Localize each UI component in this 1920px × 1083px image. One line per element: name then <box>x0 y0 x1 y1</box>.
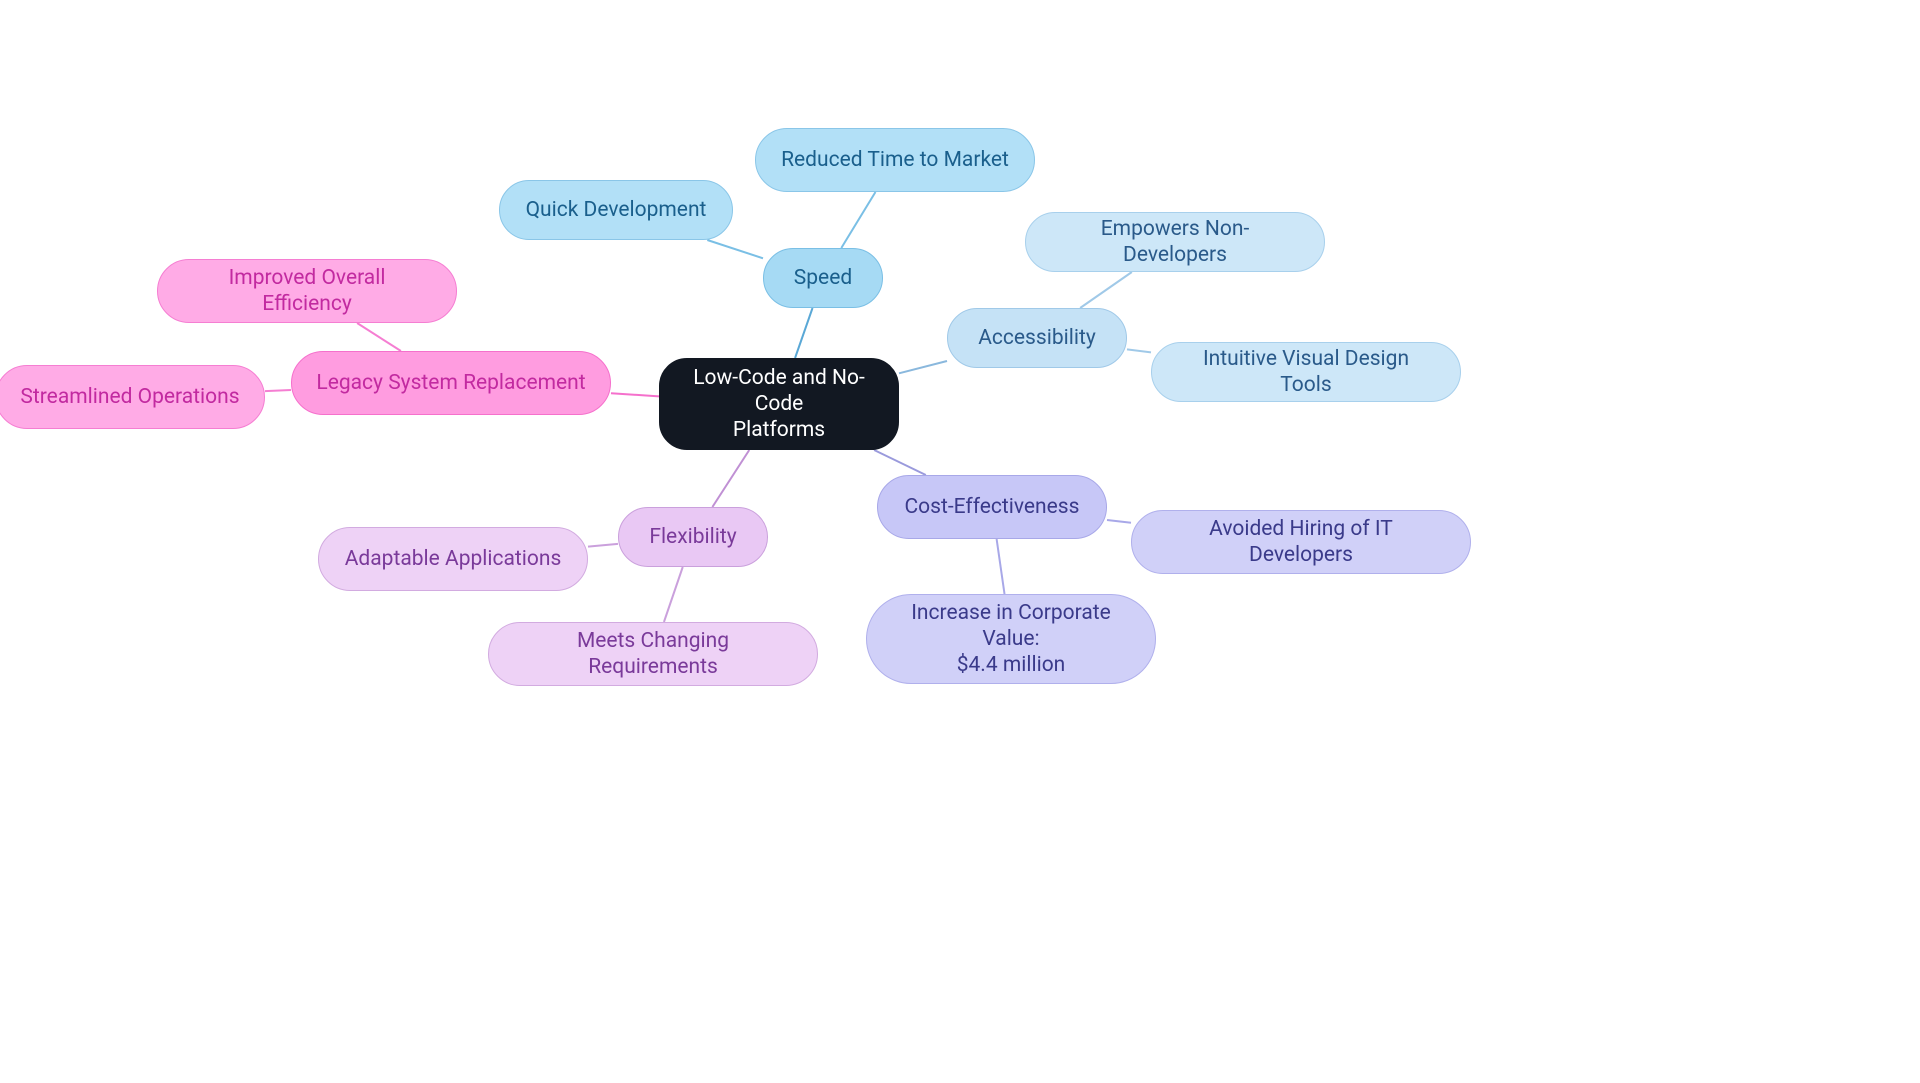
node-label: Flexibility <box>649 524 736 550</box>
edge <box>664 567 683 622</box>
node-label: Empowers Non-Developers <box>1050 216 1300 269</box>
node-label: Accessibility <box>978 325 1096 351</box>
node-label: Cost-Effectiveness <box>905 494 1080 520</box>
node-corpval: Increase in Corporate Value: $4.4 millio… <box>866 594 1156 684</box>
edge <box>795 308 812 358</box>
node-ivdt: Intuitive Visual Design Tools <box>1151 342 1461 402</box>
edge <box>712 450 749 507</box>
node-label: Quick Development <box>526 197 707 223</box>
node-avoid: Avoided Hiring of IT Developers <box>1131 510 1471 574</box>
edge <box>265 390 291 391</box>
edge <box>588 544 618 547</box>
node-label: Intuitive Visual Design Tools <box>1176 346 1436 399</box>
node-label: Improved Overall Efficiency <box>182 265 432 318</box>
edge <box>707 240 763 258</box>
node-label: Legacy System Replacement <box>316 370 585 396</box>
edge <box>899 361 947 373</box>
edge <box>1127 349 1151 352</box>
node-flex: Flexibility <box>618 507 768 567</box>
node-emp: Empowers Non-Developers <box>1025 212 1325 272</box>
node-meets: Meets Changing Requirements <box>488 622 818 686</box>
node-label: Speed <box>794 265 852 291</box>
node-rtm: Reduced Time to Market <box>755 128 1035 192</box>
node-label: Increase in Corporate Value: $4.4 millio… <box>891 600 1131 679</box>
node-speed: Speed <box>763 248 883 308</box>
root-node: Low-Code and No-Code Platforms <box>659 358 899 450</box>
edge <box>1080 272 1132 308</box>
node-label: Low-Code and No-Code Platforms <box>680 365 878 444</box>
edge <box>1107 520 1131 523</box>
node-adapt: Adaptable Applications <box>318 527 588 591</box>
edge <box>997 539 1005 594</box>
edge <box>611 393 659 396</box>
node-legacy: Legacy System Replacement <box>291 351 611 415</box>
node-cost: Cost-Effectiveness <box>877 475 1107 539</box>
node-label: Avoided Hiring of IT Developers <box>1156 516 1446 569</box>
node-stream: Streamlined Operations <box>0 365 265 429</box>
node-label: Reduced Time to Market <box>781 147 1009 173</box>
node-label: Adaptable Applications <box>345 546 562 572</box>
mindmap-canvas: Low-Code and No-Code Platforms Speed Quick… <box>0 0 1920 1083</box>
edge <box>357 323 401 351</box>
edge <box>874 450 926 475</box>
node-label: Meets Changing Requirements <box>513 628 793 681</box>
edge <box>841 192 875 248</box>
node-acc: Accessibility <box>947 308 1127 368</box>
node-impr: Improved Overall Efficiency <box>157 259 457 323</box>
node-label: Streamlined Operations <box>20 384 239 410</box>
node-quickdev: Quick Development <box>499 180 733 240</box>
